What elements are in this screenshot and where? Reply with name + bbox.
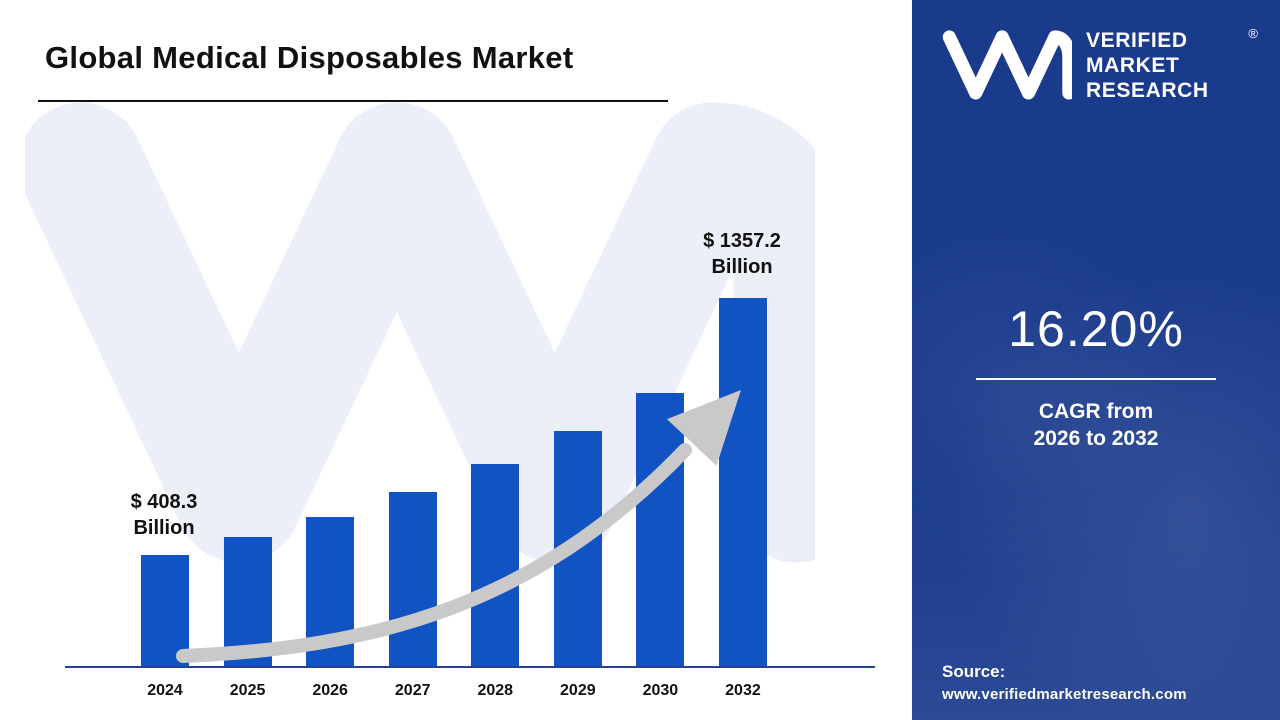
first-bar-value: $ 408.3 (130, 491, 198, 513)
registered-trademark-icon: ® (1248, 26, 1258, 41)
cagr-value: 16.20% (1008, 301, 1184, 357)
x-axis-label-2030: 2030 (642, 682, 679, 699)
cagr-caption: CAGR from 2026 to 2032 (912, 398, 1280, 452)
bar-column-2032: 2032 (717, 126, 769, 699)
cagr-divider (976, 378, 1216, 380)
brand-line-3: RESEARCH (1086, 78, 1209, 102)
brand-panel: VERIFIED MARKET RESEARCH ® 16.20% CAGR f… (912, 0, 1280, 720)
last-bar-value-label: $ 1357.2 Billion (657, 228, 827, 280)
bar-column-2024: 2024 (139, 126, 191, 699)
bar-2027 (388, 492, 437, 666)
source-url-link[interactable]: www.verifiedmarketresearch.com (942, 686, 1187, 703)
bar-column-2030: 2030 (634, 126, 686, 699)
bar-column-2029: 2029 (552, 126, 604, 699)
cagr-caption-line-2: 2026 to 2032 (1033, 427, 1159, 450)
first-bar-unit: Billion (133, 517, 195, 539)
last-bar-value: $ 1357.2 (703, 230, 781, 252)
bar-2026 (306, 517, 355, 666)
bars-group: 2024 2025 2026 2027 2028 2029 2030 2032 (139, 126, 769, 699)
page-title: Global Medical Disposables Market (45, 40, 574, 75)
brand-logo: VERIFIED MARKET RESEARCH ® (940, 26, 1258, 104)
bar-2028 (471, 464, 520, 666)
bar-chart: 2024 2025 2026 2027 2028 2029 2030 2032 $ 408.3… (65, 126, 875, 699)
chart-section: Global Medical Disposables Market 2024 20… (25, 40, 875, 699)
cagr-block: 16.20% CAGR from 2026 to 2032 (912, 300, 1280, 452)
bar-column-2027: 2027 (387, 126, 439, 699)
last-bar-unit: Billion (711, 256, 773, 278)
x-axis-label-2027: 2027 (394, 682, 431, 699)
x-axis-label-2032: 2032 (725, 682, 761, 699)
brand-line-1: VERIFIED (1086, 28, 1188, 52)
bar-2025 (223, 537, 272, 666)
x-axis-label-2029: 2029 (560, 682, 596, 699)
vmr-logo-icon (942, 30, 1072, 100)
x-axis-label-2024: 2024 (147, 682, 183, 699)
bar-2024 (141, 555, 189, 666)
brand-name: VERIFIED MARKET RESEARCH (1086, 28, 1209, 103)
bar-2032 (718, 298, 767, 666)
source-block: Source: www.verifiedmarketresearch.com (942, 662, 1266, 704)
source-label: Source: (942, 662, 1006, 681)
bar-2029 (553, 431, 602, 666)
bar-column-2025: 2025 (222, 126, 274, 699)
x-axis-label-2025: 2025 (229, 682, 266, 699)
x-axis-label-2028: 2028 (477, 682, 514, 699)
first-bar-value-label: $ 408.3 Billion (79, 489, 249, 541)
cagr-caption-line-1: CAGR from (1038, 400, 1154, 423)
x-axis-label-2026: 2026 (312, 682, 348, 699)
bar-column-2028: 2028 (469, 126, 521, 699)
bar-column-2026: 2026 (304, 126, 356, 699)
brand-line-2: MARKET (1086, 53, 1180, 77)
title-underline (38, 100, 668, 102)
x-axis-line (65, 666, 875, 668)
bar-2030 (636, 393, 685, 666)
